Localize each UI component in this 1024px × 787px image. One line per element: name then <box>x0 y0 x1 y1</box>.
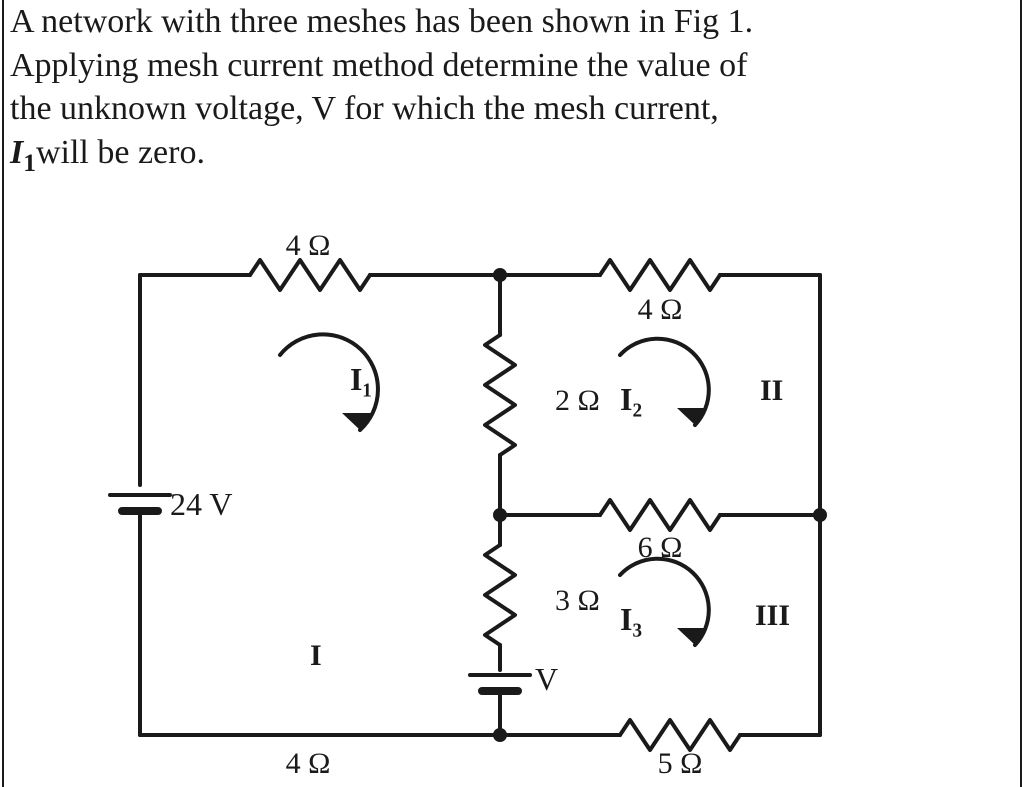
question-line-1: A network with three meshes has been sho… <box>10 3 753 40</box>
question-line-4-prefix: I <box>10 134 23 171</box>
node-dot <box>495 270 505 280</box>
label-r-bottom-left: 4 Ω <box>286 747 331 775</box>
question-line-3: the unknown voltage, V for which the mes… <box>10 90 719 127</box>
label-v-left: 24 V <box>170 486 233 522</box>
question-line-4-suffix: will be zero. <box>36 134 205 171</box>
label-roman3: III <box>755 599 790 632</box>
label-mesh2: I₂ <box>620 381 642 417</box>
label-r-mid-lower: 3 Ω <box>555 584 600 617</box>
circuit-diagram: 4 Ω 4 Ω 2 Ω 3 Ω 6 Ω 4 Ω 5 Ω 24 V V I₁ I₂… <box>60 215 880 775</box>
label-mesh3: I₃ <box>620 601 642 637</box>
label-r-bottom-right: 5 Ω <box>658 747 703 775</box>
label-mesh1: I₁ <box>350 361 372 397</box>
page: A network with three meshes has been sho… <box>0 0 1024 787</box>
resistor-mid-upper <box>485 335 515 455</box>
page-right-border <box>1020 0 1022 787</box>
label-r-right-mid: 6 Ω <box>638 531 683 564</box>
node-dot <box>495 730 505 740</box>
node-dot <box>815 510 825 520</box>
label-roman1: I <box>310 639 322 672</box>
label-roman2: II <box>760 374 783 407</box>
question-line-4-sub: 1 <box>23 147 36 176</box>
page-left-border <box>2 0 4 787</box>
resistor-top-left <box>250 260 370 290</box>
resistor-right-mid <box>600 500 720 530</box>
resistor-mid-lower <box>485 545 515 645</box>
resistor-top-right <box>600 260 720 290</box>
node-dot <box>495 510 505 520</box>
label-r-top-left: 4 Ω <box>286 229 331 262</box>
circuit-svg: 4 Ω 4 Ω 2 Ω 3 Ω 6 Ω 4 Ω 5 Ω 24 V V I₁ I₂… <box>60 215 880 775</box>
label-v-mid: V <box>535 661 558 697</box>
question-text: A network with three meshes has been sho… <box>10 0 1014 179</box>
question-line-2: Applying mesh current method determine t… <box>10 47 747 84</box>
label-r-top-right: 4 Ω <box>638 293 683 326</box>
resistor-bottom-right <box>620 720 740 750</box>
label-r-mid-upper: 2 Ω <box>555 384 600 417</box>
